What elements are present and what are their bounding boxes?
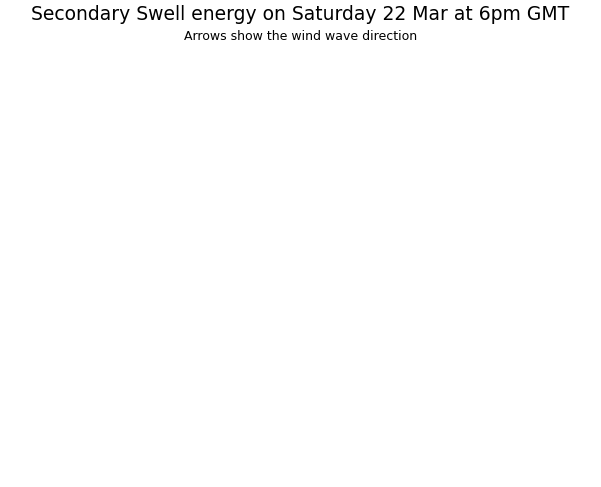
Text: cartopy required: cartopy required bbox=[219, 257, 382, 276]
Text: Arrows show the wind wave direction: Arrows show the wind wave direction bbox=[184, 30, 417, 42]
Text: Secondary Swell energy on Saturday 22 Mar at 6pm GMT: Secondary Swell energy on Saturday 22 Ma… bbox=[31, 5, 570, 24]
